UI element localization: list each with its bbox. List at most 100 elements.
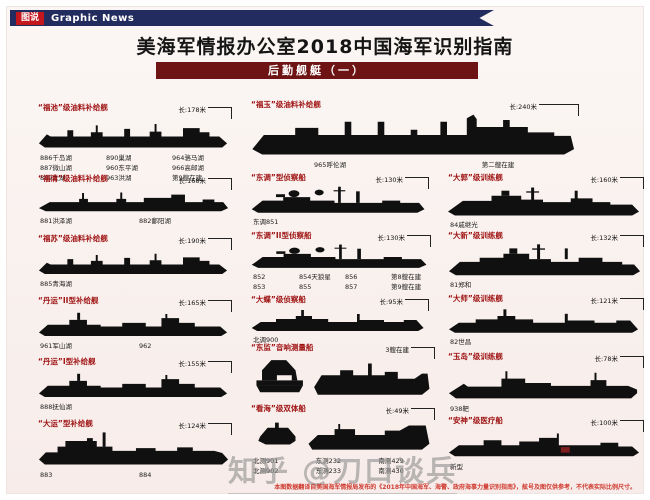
hull-number: 北测901 <box>253 457 279 465</box>
hull-number: 966高邮湖 <box>172 164 204 172</box>
hull-number: 960东平湖 <box>106 164 138 172</box>
ship-entry-fuqing: “福清”级油料补给舰 长:168米 881洪泽湖 882鄱阳湖 <box>36 173 232 225</box>
hull-number-grid: 885青海湖 <box>36 280 232 288</box>
hull-number: 东测232 <box>315 457 342 465</box>
length-bracket <box>411 347 435 359</box>
hull-number-grid: 888抚仙湖 <box>36 403 232 411</box>
ship-silhouette <box>448 371 638 399</box>
ship-class-title: “大新”级训练舰 <box>448 231 503 240</box>
length-callout: 长:160米 <box>590 177 644 189</box>
ship-silhouette <box>448 244 641 276</box>
length-callout: 长:165米 <box>178 300 232 312</box>
hull-number: 885青海湖 <box>40 280 72 288</box>
ship-class-title: “东监”音响测量船 <box>251 343 314 352</box>
length-bracket <box>208 238 232 250</box>
ship-length-label: 长:165米 <box>178 299 206 307</box>
length-callout: 长:78米 <box>595 356 644 368</box>
length-callout: 长:168米 <box>178 178 232 190</box>
length-callout: 长:178米 <box>178 107 232 119</box>
length-callout: 长:130米 <box>377 235 431 247</box>
hull-number-grid: 北测901 东测232 南测429 北测902 东测233 南测430 <box>249 457 435 475</box>
hull-number: 852 <box>253 273 266 281</box>
ship-entry-daguo: “大郭”级训练舰 长:160米 84戚继光 <box>446 172 644 229</box>
ship-entry-yudao: “玉岛”级训练舰 长:78米 938靶 <box>446 351 644 413</box>
hull-number: 881洪泽湖 <box>40 217 72 225</box>
ship-entry-kanhai: “看海”级双体船 长:49米 北测901 东测232 南测429 北测902 东测233 南测… <box>249 403 435 475</box>
ship-entry-dongjian: “东监”音响测量船 3艘在建 <box>249 342 435 402</box>
hull-number: 北调900 <box>253 336 279 344</box>
watermark: 知乎 @刀口谈兵 <box>228 448 458 494</box>
ship-silhouette <box>38 373 228 398</box>
length-bracket <box>208 423 232 435</box>
ship-length-label: 长:190米 <box>178 237 206 245</box>
hull-number: 81郑和 <box>450 281 472 289</box>
hull-number: 961军山湖 <box>40 342 72 350</box>
hull-number: 东测233 <box>315 467 342 475</box>
ship-class-title: “大蝶”级侦察船 <box>251 295 306 304</box>
hull-number: 853 <box>253 283 266 291</box>
length-bracket <box>620 177 644 189</box>
hull-number: 884 <box>139 471 152 479</box>
ship-length-label: 3艘在建 <box>385 346 409 354</box>
hull-number: 962 <box>139 342 152 350</box>
hull-number-grid: 883 884 <box>36 471 232 479</box>
ship-silhouette <box>38 253 228 275</box>
length-callout: 长:121米 <box>590 298 644 310</box>
ship-entry-fuyu: “福玉”级油料补给舰 长:240米 965呼伦湖 第二艘在建 <box>249 99 579 169</box>
ship-length-label: 长:124米 <box>178 422 206 430</box>
length-bracket <box>620 298 644 310</box>
ship-entry-fuchi: “福池”级油料补给舰 长:178米 886千岛湖 890巢湖 964骆马湖 887微山湖 9… <box>36 102 232 182</box>
length-callout: 长:132米 <box>590 235 644 247</box>
ship-silhouette <box>251 310 424 331</box>
hull-number-grid: 82世昌 <box>446 338 644 346</box>
length-bracket <box>208 107 232 119</box>
ribbon-tag: 图说 <box>16 11 45 25</box>
hull-number-grid: 965呼伦湖 第二艘在建 <box>249 161 579 169</box>
ship-length-label: 长:155米 <box>178 360 206 368</box>
ship-class-title: “东调”II型侦察船 <box>251 231 312 240</box>
ship-silhouette <box>258 422 430 450</box>
hull-number-grid: 东调851 <box>249 218 429 226</box>
ship-class-title: “福苏”级油料补给舰 <box>38 234 108 243</box>
hull-number: 第9艘在建 <box>172 174 203 182</box>
ship-entry-dashi: “大师”级训练舰 长:121米 82世昌 <box>446 293 644 346</box>
length-callout: 长:130米 <box>375 177 429 189</box>
ship-class-title: “福玉”级油料补给舰 <box>251 100 321 109</box>
ship-silhouette <box>251 244 427 268</box>
hull-number-grid: 新型 <box>446 463 644 471</box>
length-bracket <box>620 356 644 368</box>
ship-length-label: 长:78米 <box>594 355 618 363</box>
ship-silhouette <box>448 309 639 333</box>
ship-class-title: “安神”级医疗船 <box>448 416 503 425</box>
length-callout: 长:100米 <box>590 420 644 432</box>
hull-number-grid: 北调900 <box>249 336 429 344</box>
hull-number: 84戚继光 <box>450 221 478 229</box>
hull-number-grid: 84戚继光 <box>446 221 644 229</box>
ship-silhouette <box>38 124 228 148</box>
ship-class-title: “大运”型补给舰 <box>38 419 93 428</box>
hull-number: 新型 <box>450 463 463 471</box>
ship-silhouette <box>252 114 575 155</box>
length-callout: 3艘在建 <box>385 347 435 359</box>
ship-class-title: “大师”级训练舰 <box>448 294 503 303</box>
ship-class-title: “丹运”I型补给舰 <box>38 357 96 366</box>
hull-number: 964骆马湖 <box>172 154 204 162</box>
hull-number: 887微山湖 <box>40 164 72 172</box>
length-bracket <box>208 300 232 312</box>
length-bracket <box>405 177 429 189</box>
hull-number: 882鄱阳湖 <box>139 217 171 225</box>
length-bracket <box>539 104 579 116</box>
ship-length-label: 长:95米 <box>379 298 403 306</box>
ship-class-title: “福池”级油料补给舰 <box>38 103 108 112</box>
ship-class-title: “看海”级双体船 <box>251 404 306 413</box>
hull-number-grid: 881洪泽湖 882鄱阳湖 <box>36 217 232 225</box>
ship-entry-fusu: “福苏”级油料补给舰 长:190米 885青海湖 <box>36 233 232 288</box>
ship-entry-dayun: “大运”型补给舰 长:124米 883 884 <box>36 418 232 479</box>
hull-number: 856 <box>345 273 358 281</box>
hull-number: 857 <box>345 283 358 291</box>
length-callout: 长:95米 <box>380 299 429 311</box>
ship-entry-anshen: “安神”级医疗船 长:100米新型 <box>446 415 644 471</box>
infographic-page: 图说 Graphic News 美海军情报办公室2018中国海军识别指南 后勤舰… <box>6 6 644 494</box>
ship-class-title: “丹运”II型补给舰 <box>38 296 99 305</box>
